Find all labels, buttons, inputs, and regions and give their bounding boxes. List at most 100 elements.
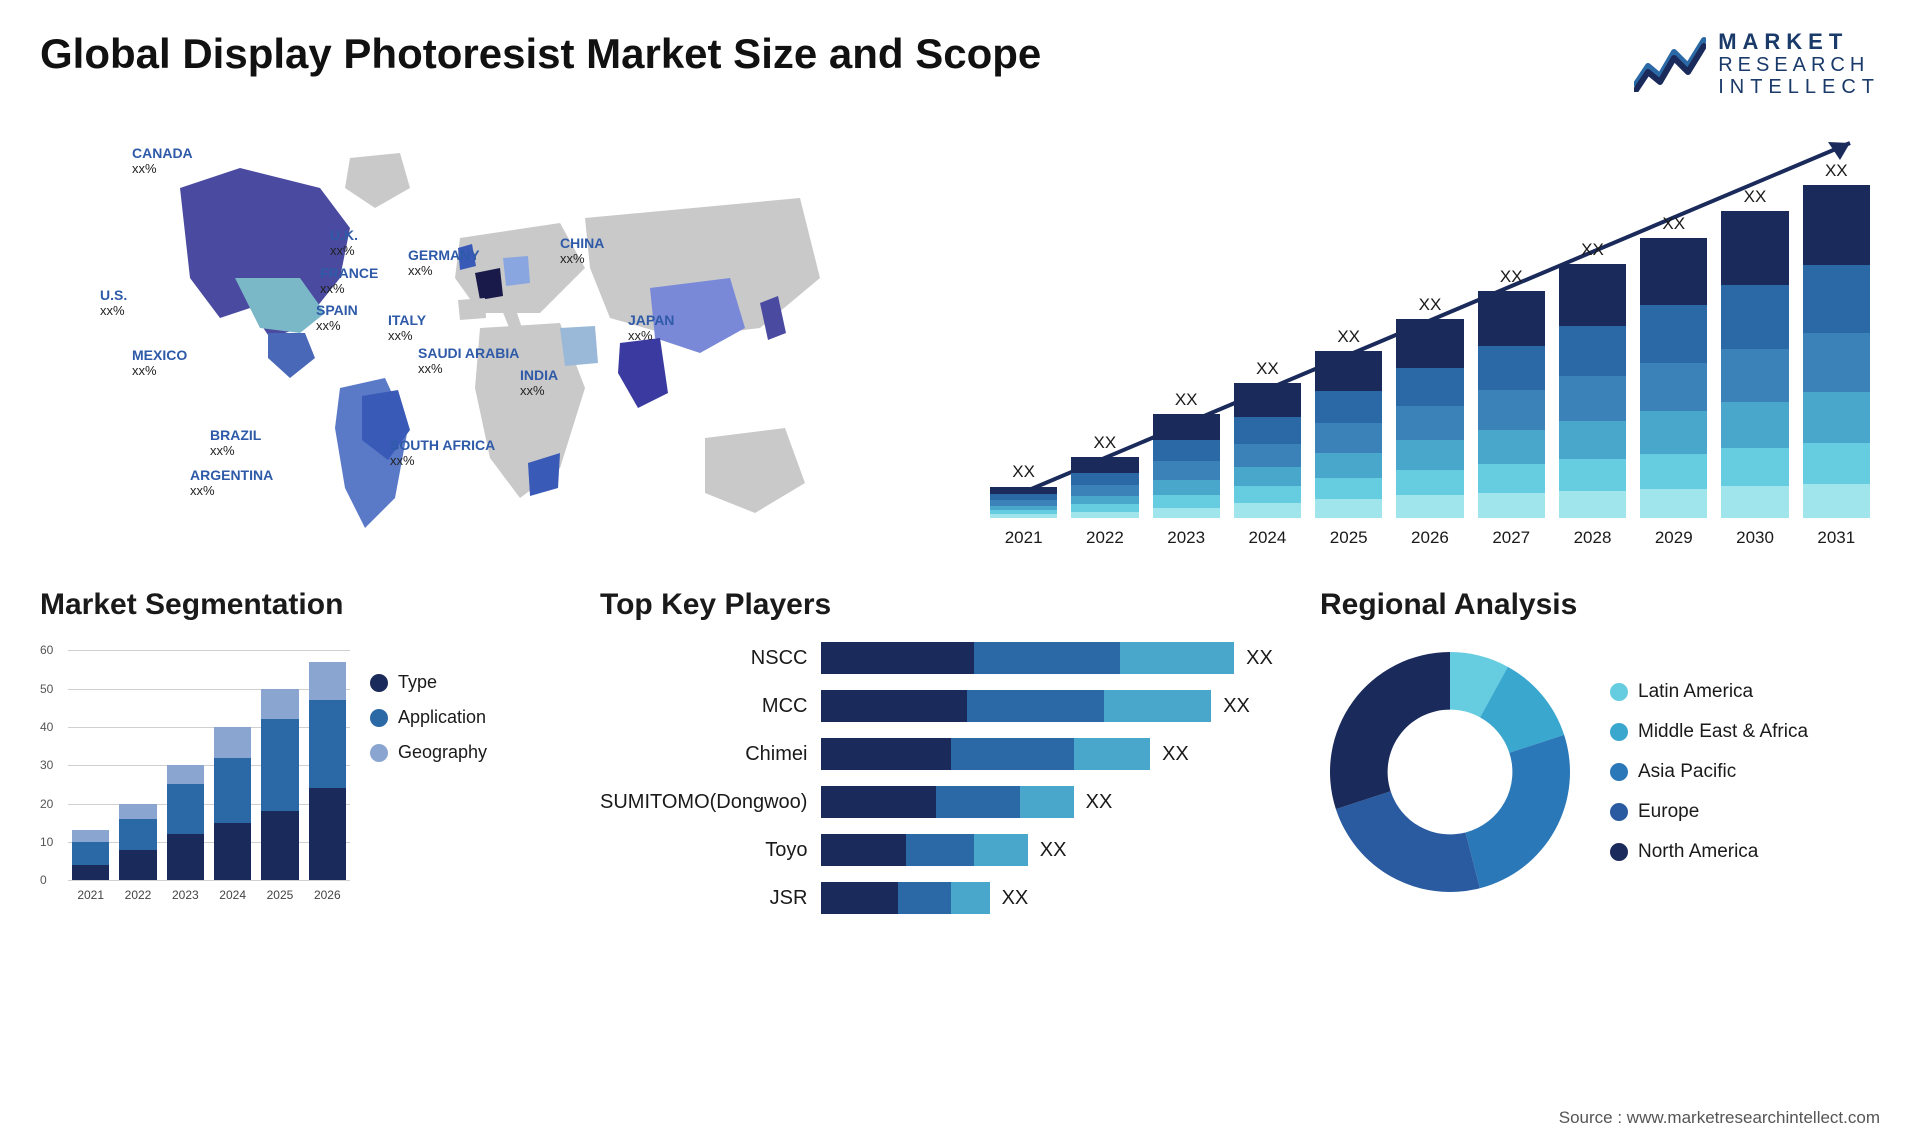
seg-year-label: 2023 <box>167 888 204 902</box>
players-panel: Top Key Players NSCCMCCChimeiSUMITOMO(Do… <box>600 588 1280 914</box>
seg-year-label: 2026 <box>309 888 346 902</box>
seg-bar <box>261 689 298 881</box>
map-label: GERMANYxx% <box>408 248 480 278</box>
growth-year-label: 2028 <box>1559 528 1626 548</box>
regional-legend-item: Latin America <box>1610 681 1808 703</box>
growth-bar-value: XX <box>1256 359 1279 379</box>
growth-year-label: 2026 <box>1396 528 1463 548</box>
logo-icon <box>1634 36 1706 92</box>
logo-line3: INTELLECT <box>1718 76 1880 98</box>
players-chart: NSCCMCCChimeiSUMITOMO(Dongwoo)ToyoJSR XX… <box>600 642 1280 914</box>
player-bar-row: XX <box>821 738 1280 770</box>
player-bar-row: XX <box>821 690 1280 722</box>
player-bar-row: XX <box>821 786 1280 818</box>
player-bar-row: XX <box>821 882 1280 914</box>
seg-year-label: 2025 <box>261 888 298 902</box>
growth-year-label: 2029 <box>1640 528 1707 548</box>
world-map-panel: CANADAxx%U.S.xx%MEXICOxx%BRAZILxx%ARGENT… <box>40 128 940 548</box>
map-label: ARGENTINAxx% <box>190 468 273 498</box>
seg-year-label: 2024 <box>214 888 251 902</box>
map-label: FRANCExx% <box>320 266 378 296</box>
growth-year-label: 2030 <box>1721 528 1788 548</box>
seg-ytick: 50 <box>40 682 53 696</box>
donut-slice <box>1336 791 1480 892</box>
regional-panel: Regional Analysis Latin AmericaMiddle Ea… <box>1320 588 1880 914</box>
player-bar-row: XX <box>821 642 1280 674</box>
player-value: XX <box>1040 839 1067 862</box>
players-title: Top Key Players <box>600 588 1280 622</box>
player-label: SUMITOMO(Dongwoo) <box>600 791 807 814</box>
seg-ytick: 40 <box>40 720 53 734</box>
seg-legend-item: Type <box>370 672 487 693</box>
growth-bar: XX <box>1478 267 1545 519</box>
source-text: Source : www.marketresearchintellect.com <box>1559 1108 1880 1128</box>
growth-bar-value: XX <box>1094 433 1117 453</box>
growth-bar-value: XX <box>1744 187 1767 207</box>
player-label: NSCC <box>600 647 807 670</box>
growth-bar-value: XX <box>1825 161 1848 181</box>
growth-bar-value: XX <box>1662 214 1685 234</box>
growth-bar: XX <box>1315 327 1382 518</box>
map-label: ITALYxx% <box>388 313 426 343</box>
regional-legend-item: Europe <box>1610 801 1808 823</box>
seg-ytick: 10 <box>40 835 53 849</box>
seg-bar <box>119 804 156 881</box>
map-label: SOUTH AFRICAxx% <box>390 438 495 468</box>
donut-slice <box>1330 652 1450 809</box>
map-label: SAUDI ARABIAxx% <box>418 346 519 376</box>
growth-year-label: 2025 <box>1315 528 1382 548</box>
world-map <box>40 128 940 548</box>
player-label: Toyo <box>600 839 807 862</box>
player-value: XX <box>1223 695 1250 718</box>
segmentation-panel: Market Segmentation 01020304050602021202… <box>40 588 560 914</box>
header: Global Display Photoresist Market Size a… <box>40 30 1880 98</box>
top-row: CANADAxx%U.S.xx%MEXICOxx%BRAZILxx%ARGENT… <box>40 128 1880 548</box>
map-label: U.K.xx% <box>330 228 358 258</box>
growth-bar: XX <box>1153 390 1220 518</box>
growth-year-label: 2024 <box>1234 528 1301 548</box>
seg-bar <box>72 830 109 880</box>
growth-year-label: 2023 <box>1153 528 1220 548</box>
seg-ytick: 30 <box>40 758 53 772</box>
player-bar-row: XX <box>821 834 1280 866</box>
seg-legend-item: Application <box>370 707 487 728</box>
map-label: U.S.xx% <box>100 288 127 318</box>
growth-bar: XX <box>1640 214 1707 519</box>
growth-chart-panel: XX XX XX XX XX XX XX XX XX XX XX 2021 2022 2023 2024 2… <box>980 128 1880 548</box>
growth-bar: XX <box>1721 187 1788 518</box>
player-value: XX <box>1086 791 1113 814</box>
regional-legend-item: North America <box>1610 841 1808 863</box>
map-label: CHINAxx% <box>560 236 604 266</box>
map-label: INDIAxx% <box>520 368 558 398</box>
seg-legend-item: Geography <box>370 742 487 763</box>
growth-bar-value: XX <box>1419 295 1442 315</box>
regional-legend: Latin AmericaMiddle East & AfricaAsia Pa… <box>1610 681 1808 863</box>
player-value: XX <box>1002 887 1029 910</box>
regional-legend-item: Asia Pacific <box>1610 761 1808 783</box>
seg-bar <box>167 765 204 880</box>
growth-year-label: 2021 <box>990 528 1057 548</box>
bottom-row: Market Segmentation 01020304050602021202… <box>40 588 1880 914</box>
logo-line2: RESEARCH <box>1718 54 1880 76</box>
player-value: XX <box>1162 743 1189 766</box>
seg-ytick: 20 <box>40 797 53 811</box>
growth-bar: XX <box>1559 240 1626 518</box>
logo-line1: MARKET <box>1718 30 1880 54</box>
growth-bar: XX <box>1396 295 1463 518</box>
seg-year-label: 2022 <box>119 888 156 902</box>
player-label: Chimei <box>600 743 807 766</box>
donut-slice <box>1466 735 1570 888</box>
growth-year-label: 2027 <box>1478 528 1545 548</box>
map-label: SPAINxx% <box>316 303 358 333</box>
segmentation-title: Market Segmentation <box>40 588 560 622</box>
map-label: JAPANxx% <box>628 313 674 343</box>
growth-bar-value: XX <box>1581 240 1604 260</box>
player-value: XX <box>1246 647 1273 670</box>
growth-year-label: 2022 <box>1071 528 1138 548</box>
growth-bar-value: XX <box>1012 462 1035 482</box>
growth-bar-value: XX <box>1175 390 1198 410</box>
map-label: CANADAxx% <box>132 146 193 176</box>
growth-bar-value: XX <box>1337 327 1360 347</box>
page-title: Global Display Photoresist Market Size a… <box>40 30 1041 78</box>
growth-year-label: 2031 <box>1803 528 1870 548</box>
